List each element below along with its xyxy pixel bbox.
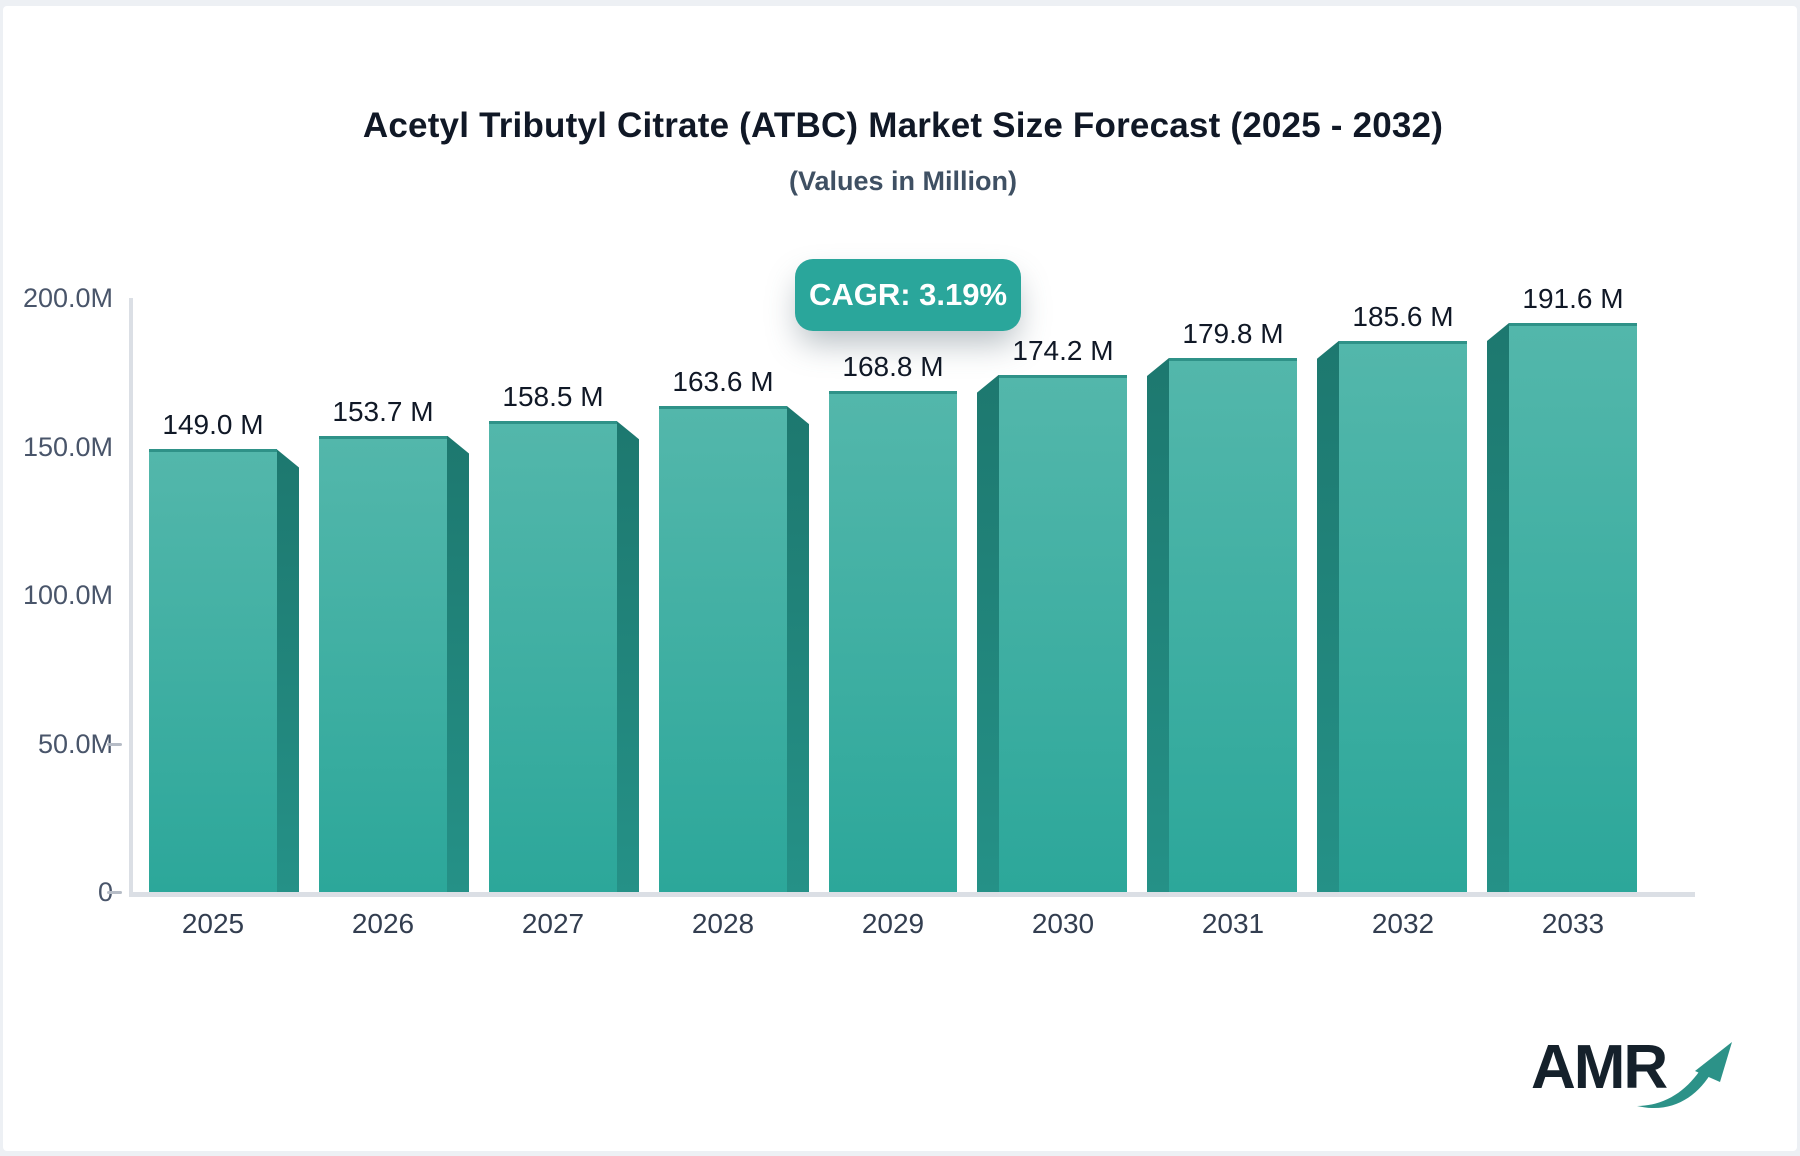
bar-2033 [1509,322,1637,892]
bar-value-label: 174.2 M [1012,334,1114,366]
chart-subtitle: (Values in Million) [788,166,1018,196]
bar-2025 [149,449,277,892]
bar-side-face [1317,340,1339,892]
x-axis-label: 2028 [691,908,755,939]
y-axis-tick-label: 0 [97,877,113,907]
x-axis-label: 2025 [181,908,245,939]
y-axis-tick-label: 200.0M [22,283,113,313]
chart-canvas: Acetyl Tributyl Citrate (ATBC) Market Si… [3,6,1797,1151]
x-axis-label: 2026 [351,908,415,939]
x-axis-label: 2030 [1031,908,1095,939]
amr-logo-text: AMR [1531,1033,1668,1102]
x-axis-label: 2027 [521,908,585,939]
growth-arrow-icon [1637,1042,1732,1109]
bar-value-label: 153.7 M [332,395,434,427]
x-axis-label: 2031 [1201,908,1265,939]
page-title: Acetyl Tributyl Citrate (ATBC) Market Si… [362,106,1444,145]
bar-side-face [787,406,809,892]
y-axis-tick-label: 50.0M [37,728,113,759]
bar-side-face [977,374,999,892]
bar-value-label: 191.6 M [1522,282,1624,314]
y-axis-tick [107,742,122,746]
bar-side-face [1487,322,1509,892]
y-axis-tick-label: 150.0M [22,431,113,462]
bar-side-face [277,449,299,892]
bar-value-label: 163.6 M [672,366,774,398]
bar-2031 [1169,357,1297,892]
bar-2030 [999,374,1127,892]
x-axis-label: 2032 [1371,908,1435,939]
bar-value-label: 158.5 M [502,381,604,413]
bar-side-face [617,421,639,892]
bar-2026 [319,435,447,892]
bar-value-label: 185.6 M [1352,300,1454,332]
bar-side-face [1147,357,1169,892]
x-axis-label: 2029 [861,908,925,939]
cagr-badge: CAGR: 3.19% [795,259,1021,331]
bar-value-label: 168.8 M [842,350,944,382]
y-axis-line [129,298,133,896]
bar-2027 [489,421,617,892]
y-axis-tick [107,891,122,894]
amr-logo: AMR [1531,1032,1751,1122]
bar-side-face [447,435,469,892]
bar-2028 [659,406,787,892]
bar-value-label: 179.8 M [1182,317,1284,349]
bar-2032 [1339,340,1467,892]
bar-value-label: 149.0 M [162,409,264,441]
bar-2029 [829,390,957,892]
x-axis-label: 2033 [1541,908,1605,939]
y-axis-tick-label: 100.0M [22,580,113,610]
x-axis-line [129,892,1695,897]
